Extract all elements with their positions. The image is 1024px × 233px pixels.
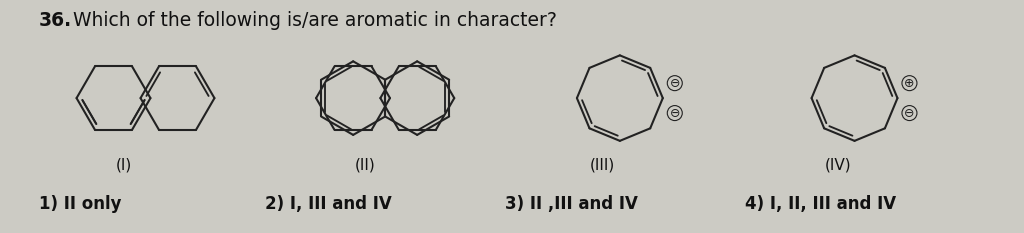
- Text: ⊕: ⊕: [904, 77, 914, 90]
- Text: ⊖: ⊖: [670, 106, 680, 120]
- Text: 2) I, III and IV: 2) I, III and IV: [265, 195, 392, 213]
- Text: 36.: 36.: [39, 11, 72, 30]
- Text: 4) I, II, III and IV: 4) I, II, III and IV: [744, 195, 896, 213]
- Text: (IV): (IV): [824, 157, 851, 172]
- Text: Which of the following is/are aromatic in character?: Which of the following is/are aromatic i…: [73, 11, 556, 30]
- Text: (I): (I): [116, 157, 132, 172]
- Text: (III): (III): [590, 157, 615, 172]
- Text: ⊖: ⊖: [670, 77, 680, 90]
- Text: 1) II only: 1) II only: [39, 195, 121, 213]
- Text: (II): (II): [355, 157, 376, 172]
- Text: 3) II ,III and IV: 3) II ,III and IV: [505, 195, 638, 213]
- Text: ⊖: ⊖: [904, 106, 914, 120]
